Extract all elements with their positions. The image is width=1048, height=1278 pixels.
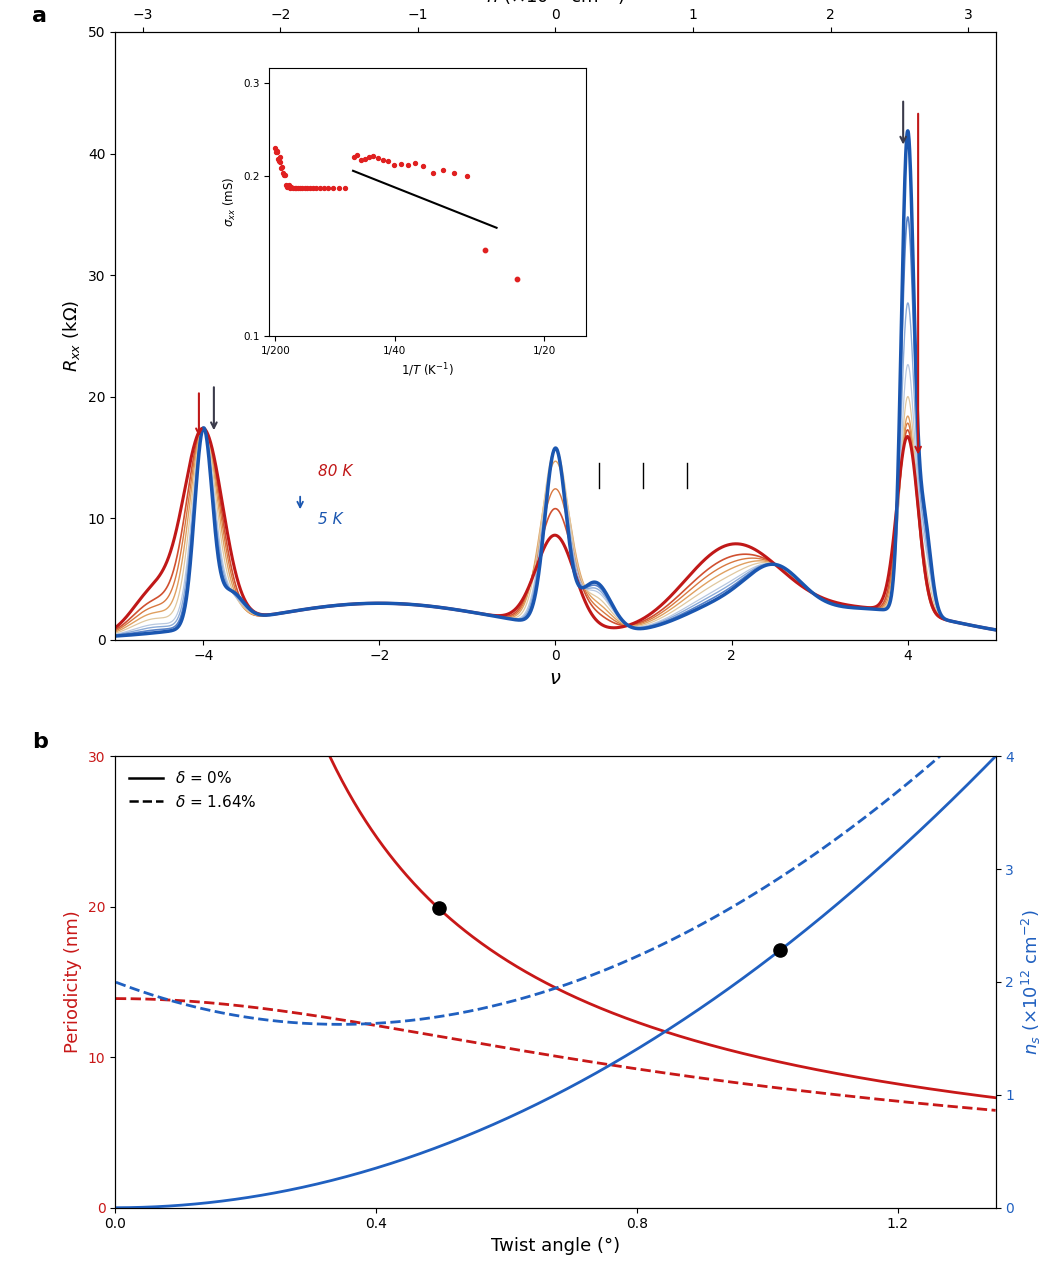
X-axis label: Twist angle (°): Twist angle (°)	[490, 1237, 620, 1255]
Y-axis label: $n_s$ ($\times$10$^{12}$ cm$^{-2}$): $n_s$ ($\times$10$^{12}$ cm$^{-2}$)	[1020, 909, 1043, 1054]
Legend: $\delta$ = 0%, $\delta$ = 1.64%: $\delta$ = 0%, $\delta$ = 1.64%	[123, 764, 262, 815]
Point	[772, 939, 789, 960]
Text: 5 K: 5 K	[318, 512, 343, 528]
Text: b: b	[31, 732, 47, 751]
Y-axis label: Periodicity (nm): Periodicity (nm)	[64, 911, 83, 1053]
Y-axis label: $R_{xx}$ (k$\Omega$): $R_{xx}$ (k$\Omega$)	[62, 299, 83, 372]
Point	[431, 898, 447, 919]
X-axis label: $\nu$: $\nu$	[549, 668, 562, 688]
X-axis label: $n$ ($\times$10$^{12}$ cm$^{-2}$): $n$ ($\times$10$^{12}$ cm$^{-2}$)	[486, 0, 625, 6]
Text: 80 K: 80 K	[318, 464, 352, 479]
Text: a: a	[31, 6, 47, 26]
